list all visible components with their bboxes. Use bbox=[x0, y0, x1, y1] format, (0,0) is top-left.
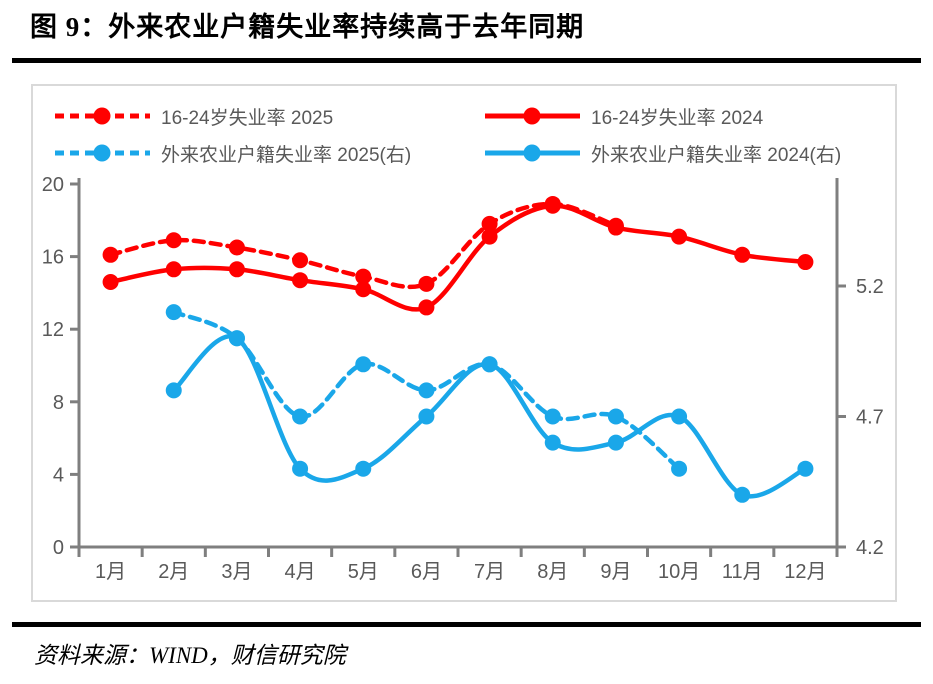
legend-swatch-blue-dashed-icon bbox=[55, 144, 150, 162]
right-axis-tick-label: 4.7 bbox=[856, 407, 884, 429]
line-plot: 0 4 8 12 16 20 4.2 4.7 5.2 1月 2月 3月 4月 5月 6月 7月 8月 9月 10月 1… bbox=[42, 174, 884, 583]
series-2 bbox=[165, 304, 688, 477]
x-axis-month-label: 1月 bbox=[95, 561, 126, 583]
right-axis-tick-label: 4.2 bbox=[856, 537, 884, 559]
legend-item-youth-2024: 16-24岁失业率 2024 bbox=[485, 105, 764, 129]
data-point-marker bbox=[607, 434, 624, 451]
series-3 bbox=[165, 330, 814, 503]
data-point-marker bbox=[734, 246, 751, 263]
x-axis-month-label: 6月 bbox=[411, 561, 442, 583]
legend-item-youth-2025: 16-24岁失业率 2025 bbox=[55, 105, 334, 129]
x-axis-month-label: 2月 bbox=[158, 561, 189, 583]
legend-label: 16-24岁失业率 2024 bbox=[591, 107, 764, 129]
data-point-marker bbox=[797, 254, 814, 271]
data-point-marker bbox=[355, 356, 372, 373]
figure-title: 图 9：外来农业户籍失业率持续高于去年同期 bbox=[30, 12, 585, 42]
legend-item-migrant-2025: 外来农业户籍失业率 2025(右) bbox=[55, 142, 412, 166]
right-axis-tick-label: 5.2 bbox=[856, 276, 884, 298]
data-point-marker bbox=[544, 408, 561, 425]
legend-item-migrant-2024: 外来农业户籍失业率 2024(右) bbox=[485, 142, 842, 166]
x-axis-month-label: 10月 bbox=[658, 561, 700, 583]
data-point-marker bbox=[797, 460, 814, 477]
x-axis-month-label: 12月 bbox=[784, 561, 826, 583]
data-point-marker bbox=[165, 382, 182, 399]
data-point-marker bbox=[292, 252, 309, 269]
x-axis-month-label: 5月 bbox=[348, 561, 379, 583]
data-point-marker bbox=[671, 228, 688, 245]
data-point-marker bbox=[418, 299, 435, 316]
left-axis-tick-label: 0 bbox=[53, 537, 64, 559]
left-axis-tick-label: 8 bbox=[53, 392, 64, 414]
left-axis-tick-label: 4 bbox=[53, 464, 64, 486]
title-divider-rule bbox=[12, 58, 921, 63]
left-axis-tick-label: 20 bbox=[42, 174, 64, 196]
chart-area: 16-24岁失业率 2025 16-24岁失业率 2024 外来农业户籍失业率 … bbox=[31, 84, 897, 602]
legend-label: 外来农业户籍失业率 2024(右) bbox=[591, 144, 842, 166]
x-axis-month-label: 11月 bbox=[722, 561, 763, 583]
data-point-marker bbox=[102, 274, 119, 291]
series-0 bbox=[102, 195, 624, 292]
data-point-marker bbox=[418, 382, 435, 399]
data-point-marker bbox=[607, 408, 624, 425]
data-point-marker bbox=[544, 195, 561, 212]
data-point-marker bbox=[165, 261, 182, 278]
data-point-marker bbox=[418, 408, 435, 425]
data-point-marker bbox=[481, 228, 498, 245]
data-point-marker bbox=[607, 217, 624, 234]
data-point-marker bbox=[292, 272, 309, 289]
data-point-marker bbox=[481, 356, 498, 373]
left-axis-tick-label: 12 bbox=[42, 319, 64, 341]
data-point-marker bbox=[228, 330, 245, 347]
legend-swatch-red-solid-icon bbox=[485, 107, 580, 125]
legend-label: 外来农业户籍失业率 2025(右) bbox=[161, 144, 412, 166]
data-point-marker bbox=[165, 304, 182, 321]
data-point-marker bbox=[355, 268, 372, 285]
data-point-marker bbox=[292, 408, 309, 425]
left-axis-tick-label: 16 bbox=[42, 247, 64, 269]
legend-label: 16-24岁失业率 2025 bbox=[161, 107, 334, 129]
legend-swatch-red-dashed-icon bbox=[55, 107, 150, 125]
legend-swatch-blue-solid-icon bbox=[485, 144, 580, 162]
data-point-marker bbox=[418, 275, 435, 292]
data-point-marker bbox=[355, 281, 372, 298]
x-axis-month-label: 7月 bbox=[474, 561, 505, 583]
data-point-marker bbox=[228, 261, 245, 278]
data-point-marker bbox=[292, 460, 309, 477]
x-axis-month-label: 4月 bbox=[285, 561, 316, 583]
data-point-marker bbox=[355, 460, 372, 477]
footer-divider-rule bbox=[12, 622, 921, 627]
data-point-marker bbox=[481, 215, 498, 232]
data-point-marker bbox=[734, 486, 751, 503]
data-point-marker bbox=[671, 460, 688, 477]
x-axis-month-label: 3月 bbox=[221, 561, 252, 583]
data-point-marker bbox=[544, 434, 561, 451]
data-point-marker bbox=[102, 246, 119, 263]
x-axis-month-label: 8月 bbox=[537, 561, 568, 583]
data-point-marker bbox=[671, 408, 688, 425]
data-source-note: 资料来源：WIND，财信研究院 bbox=[34, 643, 346, 668]
x-axis-month-label: 9月 bbox=[600, 561, 631, 583]
data-point-marker bbox=[165, 232, 182, 249]
data-point-marker bbox=[228, 239, 245, 256]
